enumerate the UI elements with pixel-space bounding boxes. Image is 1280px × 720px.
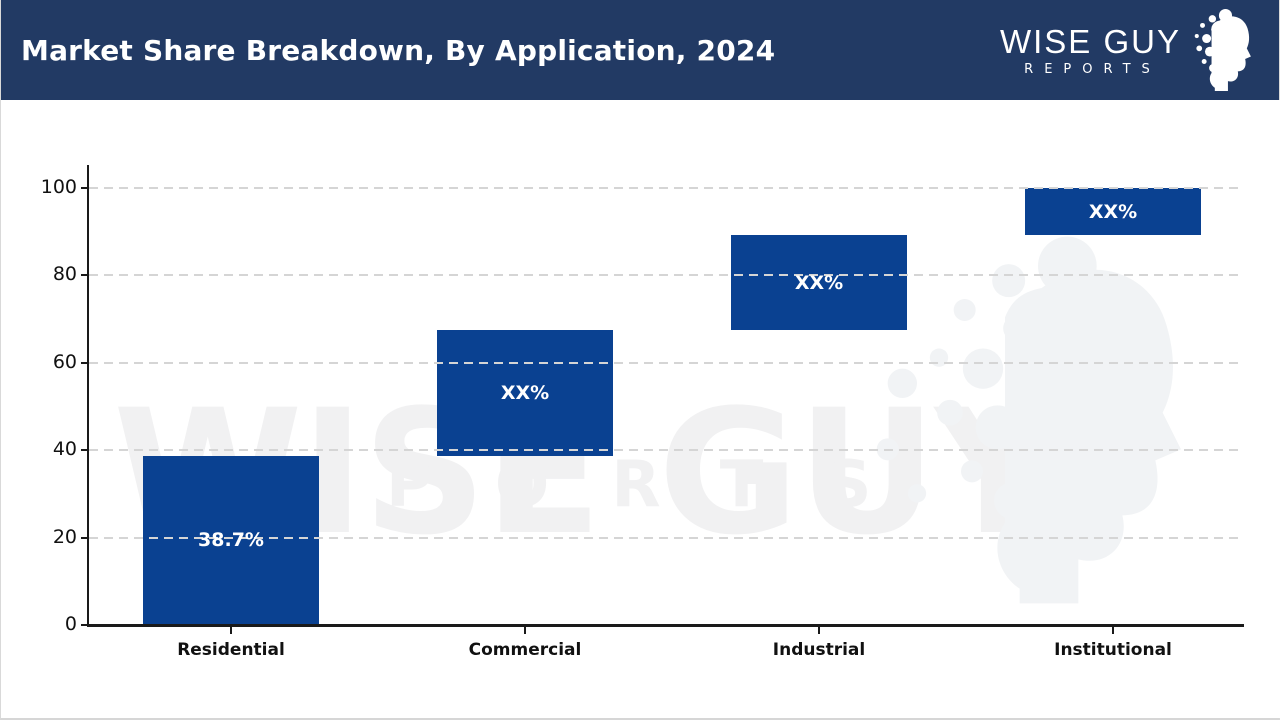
bar-industrial xyxy=(731,235,907,331)
h-gridline xyxy=(89,449,1244,452)
x-axis-category-label: Institutional xyxy=(1054,640,1172,660)
logo-wordmark-line2: REPORTS xyxy=(1024,61,1161,77)
bar-institutional xyxy=(1025,188,1201,236)
y-axis-tick xyxy=(81,536,89,539)
y-axis-tick xyxy=(81,274,89,277)
bar-commercial xyxy=(437,330,613,456)
x-axis-category-label: Industrial xyxy=(772,640,866,660)
h-gridline xyxy=(89,361,1244,364)
y-axis-line xyxy=(87,165,89,627)
bar-residential xyxy=(143,455,319,625)
page-title: Market Share Breakdown, By Application, … xyxy=(21,33,776,67)
brand-logo: WISE GUY REPORTS xyxy=(1000,9,1251,91)
bar-value-label: XX% xyxy=(500,381,550,404)
bar-value-label: 38.7% xyxy=(198,529,264,552)
x-axis-tick xyxy=(524,626,526,634)
y-axis-tick xyxy=(81,449,89,452)
header-bar: Market Share Breakdown, By Application, … xyxy=(1,0,1279,100)
logo-wordmark-line1: WISE GUY xyxy=(999,22,1181,60)
x-axis-category-label: Commercial xyxy=(468,640,582,660)
y-axis-tick-label: 100 xyxy=(40,176,77,198)
x-axis-tick xyxy=(1112,626,1114,634)
h-gridline xyxy=(89,536,1244,539)
x-axis-category-label: Residential xyxy=(177,640,285,660)
chart-canvas: WISE GUY REPORTS xyxy=(1,100,1280,718)
h-gridline xyxy=(89,274,1244,277)
y-axis-tick xyxy=(81,361,89,364)
y-axis-tick-label: 0 xyxy=(64,613,77,635)
watermark-head-icon xyxy=(876,236,1181,604)
logo-head-icon xyxy=(1194,9,1251,91)
y-axis-tick-label: 80 xyxy=(52,263,77,286)
x-axis-line xyxy=(87,624,1244,627)
logo-wordmark: WISE GUY REPORTS xyxy=(1000,25,1181,76)
x-axis-tick xyxy=(818,626,820,634)
bar-value-label: XX% xyxy=(794,271,844,294)
y-axis-tick-label: 20 xyxy=(52,525,77,548)
y-axis-tick-label: 40 xyxy=(52,438,77,461)
bar-value-label: XX% xyxy=(1088,200,1138,223)
y-axis-tick xyxy=(81,624,89,626)
y-axis-tick xyxy=(81,187,89,189)
x-axis-tick xyxy=(230,626,232,634)
h-gridline xyxy=(89,187,1244,189)
y-axis-tick-label: 60 xyxy=(52,350,77,373)
